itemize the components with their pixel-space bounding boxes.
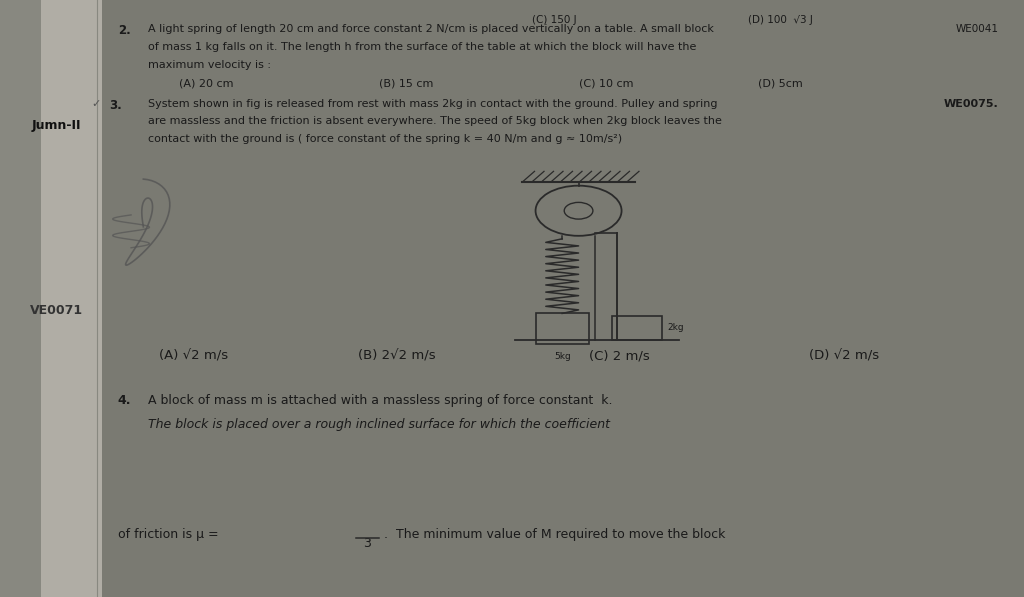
Text: ✓: ✓ — [91, 99, 100, 109]
Text: (D) 5cm: (D) 5cm — [758, 79, 803, 89]
Text: (B) 15 cm: (B) 15 cm — [379, 79, 433, 89]
Text: (C) 150 J: (C) 150 J — [532, 15, 578, 25]
Text: 3: 3 — [362, 537, 371, 550]
Text: WE0041: WE0041 — [955, 24, 998, 34]
Text: A light spring of length 20 cm and force constant 2 N/cm is placed vertically on: A light spring of length 20 cm and force… — [148, 24, 715, 34]
Text: System shown in fig is released from rest with mass 2kg in contact with the grou: System shown in fig is released from res… — [148, 99, 718, 109]
Text: 3.: 3. — [110, 99, 122, 112]
Text: 2.: 2. — [118, 24, 130, 37]
Text: (B) 2√2 m/s: (B) 2√2 m/s — [358, 349, 436, 362]
Text: Jumn-II: Jumn-II — [32, 119, 81, 133]
Text: VE0071: VE0071 — [30, 304, 83, 318]
Text: A block of mass m is attached with a massless spring of force constant  k.: A block of mass m is attached with a mas… — [148, 394, 613, 407]
Bar — [536, 313, 589, 344]
Text: 4.: 4. — [118, 394, 131, 407]
Text: are massless and the friction is absent everywhere. The speed of 5kg block when : are massless and the friction is absent … — [148, 116, 722, 127]
Text: of friction is μ =: of friction is μ = — [118, 528, 218, 541]
Bar — [612, 316, 662, 340]
Text: of mass 1 kg falls on it. The length h from the surface of the table at which th: of mass 1 kg falls on it. The length h f… — [148, 42, 697, 52]
Text: (C) 10 cm: (C) 10 cm — [579, 79, 633, 89]
Text: contact with the ground is ( force constant of the spring k = 40 N/m and g ≈ 10m: contact with the ground is ( force const… — [148, 134, 623, 144]
Text: The block is placed over a rough inclined surface for which the coefficient: The block is placed over a rough incline… — [148, 418, 610, 431]
FancyBboxPatch shape — [0, 0, 102, 597]
Text: (A) 20 cm: (A) 20 cm — [179, 79, 233, 89]
Text: WE0075.: WE0075. — [944, 99, 998, 109]
Text: 5kg: 5kg — [554, 352, 570, 361]
Text: maximum velocity is :: maximum velocity is : — [148, 60, 271, 70]
Text: (D) 100  √3 J: (D) 100 √3 J — [748, 15, 812, 25]
Text: (C) 2 m/s: (C) 2 m/s — [589, 349, 649, 362]
Text: 2kg: 2kg — [668, 323, 684, 333]
Text: (D) √2 m/s: (D) √2 m/s — [809, 349, 879, 362]
Text: .  The minimum value of M required to move the block: . The minimum value of M required to mov… — [384, 528, 725, 541]
Text: (A) √2 m/s: (A) √2 m/s — [159, 349, 228, 362]
FancyBboxPatch shape — [0, 0, 41, 597]
